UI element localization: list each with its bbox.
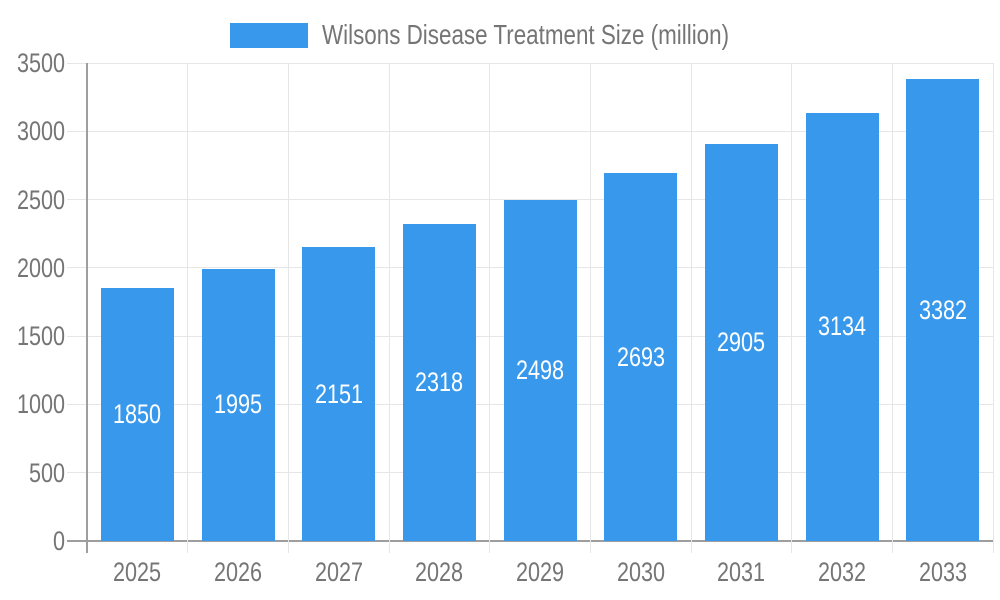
x-tick-label: 2032 [817,557,867,587]
bar-2026[interactable]: 1995 [201,268,275,541]
y-tick-label: 1500 [16,321,65,352]
bar-value-label: 3134 [817,311,867,342]
bar-2029[interactable]: 2498 [503,199,577,541]
y-axis-line [86,63,88,553]
bar-value-label: 2498 [515,354,565,385]
legend-label-text: Wilsons Disease Treatment Size (million) [322,19,730,50]
v-gridline [589,63,591,553]
h-gridline [67,130,993,132]
bar-value-label: 3382 [918,294,967,325]
y-tick-label: 0 [52,526,65,556]
bar-2032[interactable]: 3134 [805,112,879,541]
x-tick-label: 2033 [918,557,967,587]
y-tick-label: 1000 [16,389,65,420]
bar-value-label: 2693 [616,341,665,372]
bar-value-label: 1995 [213,389,263,420]
v-gridline [489,63,491,553]
bar-2025[interactable]: 1850 [100,288,174,541]
y-tick-label: 3000 [16,116,65,147]
v-gridline [287,63,289,553]
v-gridline [690,63,692,553]
x-tick-label: 2030 [616,557,665,587]
bar-value-label: 2151 [314,378,363,409]
bar-2028[interactable]: 2318 [402,224,476,541]
y-tick-label: 3500 [16,48,65,78]
v-gridline [891,63,893,553]
x-tick-label: 2025 [113,557,162,587]
h-gridline [67,199,993,201]
bar-2033[interactable]: 3382 [906,79,980,541]
x-tick-label: 2031 [717,557,766,587]
v-gridline [187,63,189,553]
bar-2027[interactable]: 2151 [302,247,376,541]
bar-value-label: 1850 [113,399,162,430]
y-tick-label: 2500 [16,184,65,215]
h-gridline [67,62,993,64]
legend-label: Wilsons Disease Treatment Size (million) [322,19,831,51]
v-gridline [388,63,390,553]
x-tick-label: 2027 [314,557,363,587]
bar-2030[interactable]: 2693 [604,173,678,541]
legend-swatch [230,22,308,48]
legend: Wilsons Disease Treatment Size (million) [230,19,831,51]
v-gridline [791,63,793,553]
x-tick-label: 2029 [515,557,565,587]
x-tick-label: 2028 [415,557,464,587]
y-tick-label: 2000 [16,252,65,283]
x-tick-label: 2026 [213,557,263,587]
x-axis-baseline [67,540,993,542]
bar-value-label: 2318 [415,367,464,398]
y-tick-label: 500 [28,457,65,488]
bar-2031[interactable]: 2905 [704,144,778,541]
bar-value-label: 2905 [717,327,766,358]
v-gridline [992,63,994,553]
